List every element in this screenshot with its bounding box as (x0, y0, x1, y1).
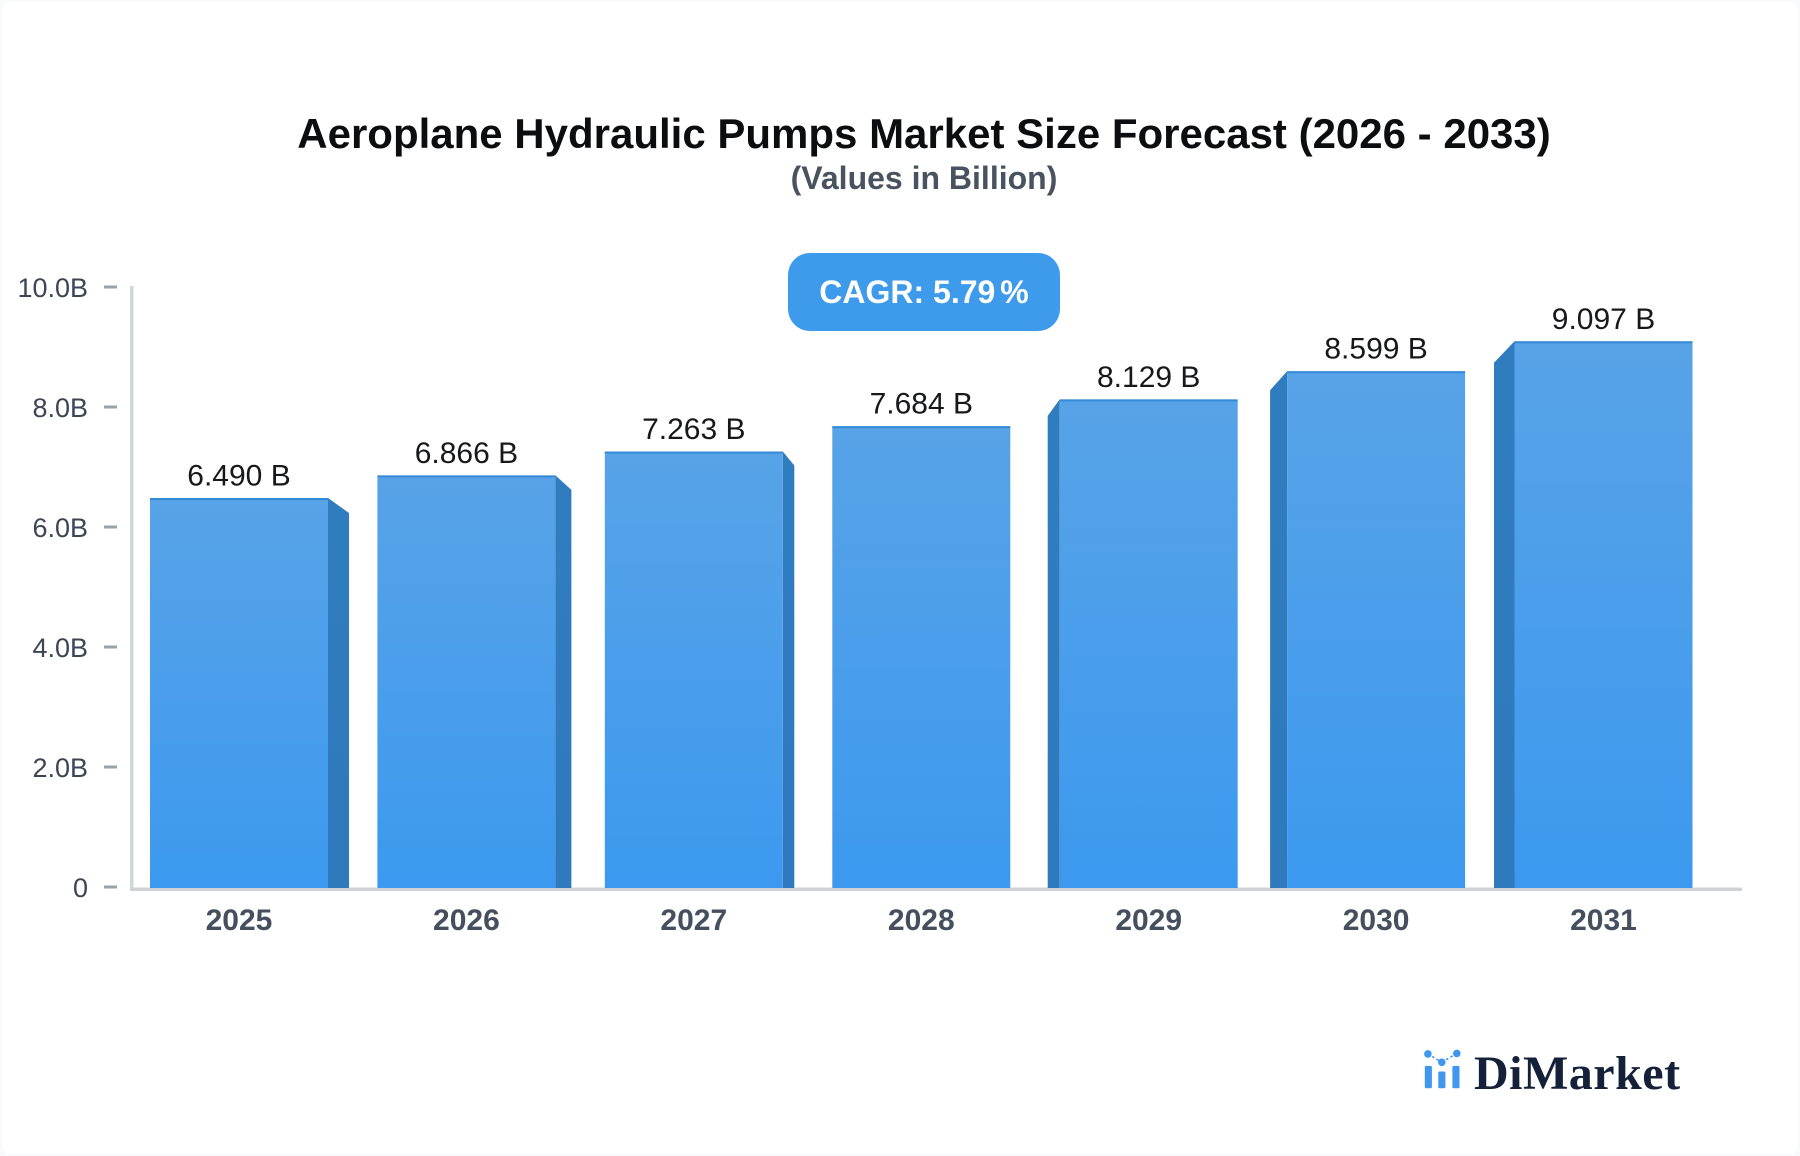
svg-text:6.0B: 6.0B (32, 513, 88, 543)
svg-text:2027: 2027 (660, 904, 727, 937)
svg-text:2.0B: 2.0B (32, 753, 88, 783)
svg-text:2025: 2025 (206, 904, 273, 937)
svg-text:Aeroplane Hydraulic Pumps Mark: Aeroplane Hydraulic Pumps Market Size Fo… (297, 110, 1551, 157)
svg-text:0: 0 (73, 873, 88, 903)
svg-text:9.097 B: 9.097 B (1552, 303, 1655, 336)
svg-text:2030: 2030 (1343, 904, 1410, 937)
svg-text:10.0B: 10.0B (17, 273, 88, 303)
svg-text:(Values in Billion): (Values in Billion) (791, 160, 1058, 196)
svg-text:7.684 B: 7.684 B (870, 388, 973, 421)
svg-text:CAGR: 5.79%: CAGR: 5.79% (819, 274, 1029, 310)
svg-text:8.129 B: 8.129 B (1097, 361, 1200, 394)
svg-text:DiMarket: DiMarket (1474, 1047, 1681, 1100)
svg-text:6.866 B: 6.866 B (415, 437, 518, 470)
svg-text:2029: 2029 (1115, 904, 1182, 937)
svg-text:6.490 B: 6.490 B (187, 460, 290, 493)
svg-text:2028: 2028 (888, 904, 955, 937)
svg-text:8.0B: 8.0B (32, 393, 88, 423)
svg-text:2026: 2026 (433, 904, 500, 937)
svg-text:4.0B: 4.0B (32, 633, 88, 663)
svg-text:8.599 B: 8.599 B (1324, 333, 1427, 366)
svg-text:2031: 2031 (1570, 904, 1637, 937)
svg-text:7.263 B: 7.263 B (642, 413, 745, 446)
